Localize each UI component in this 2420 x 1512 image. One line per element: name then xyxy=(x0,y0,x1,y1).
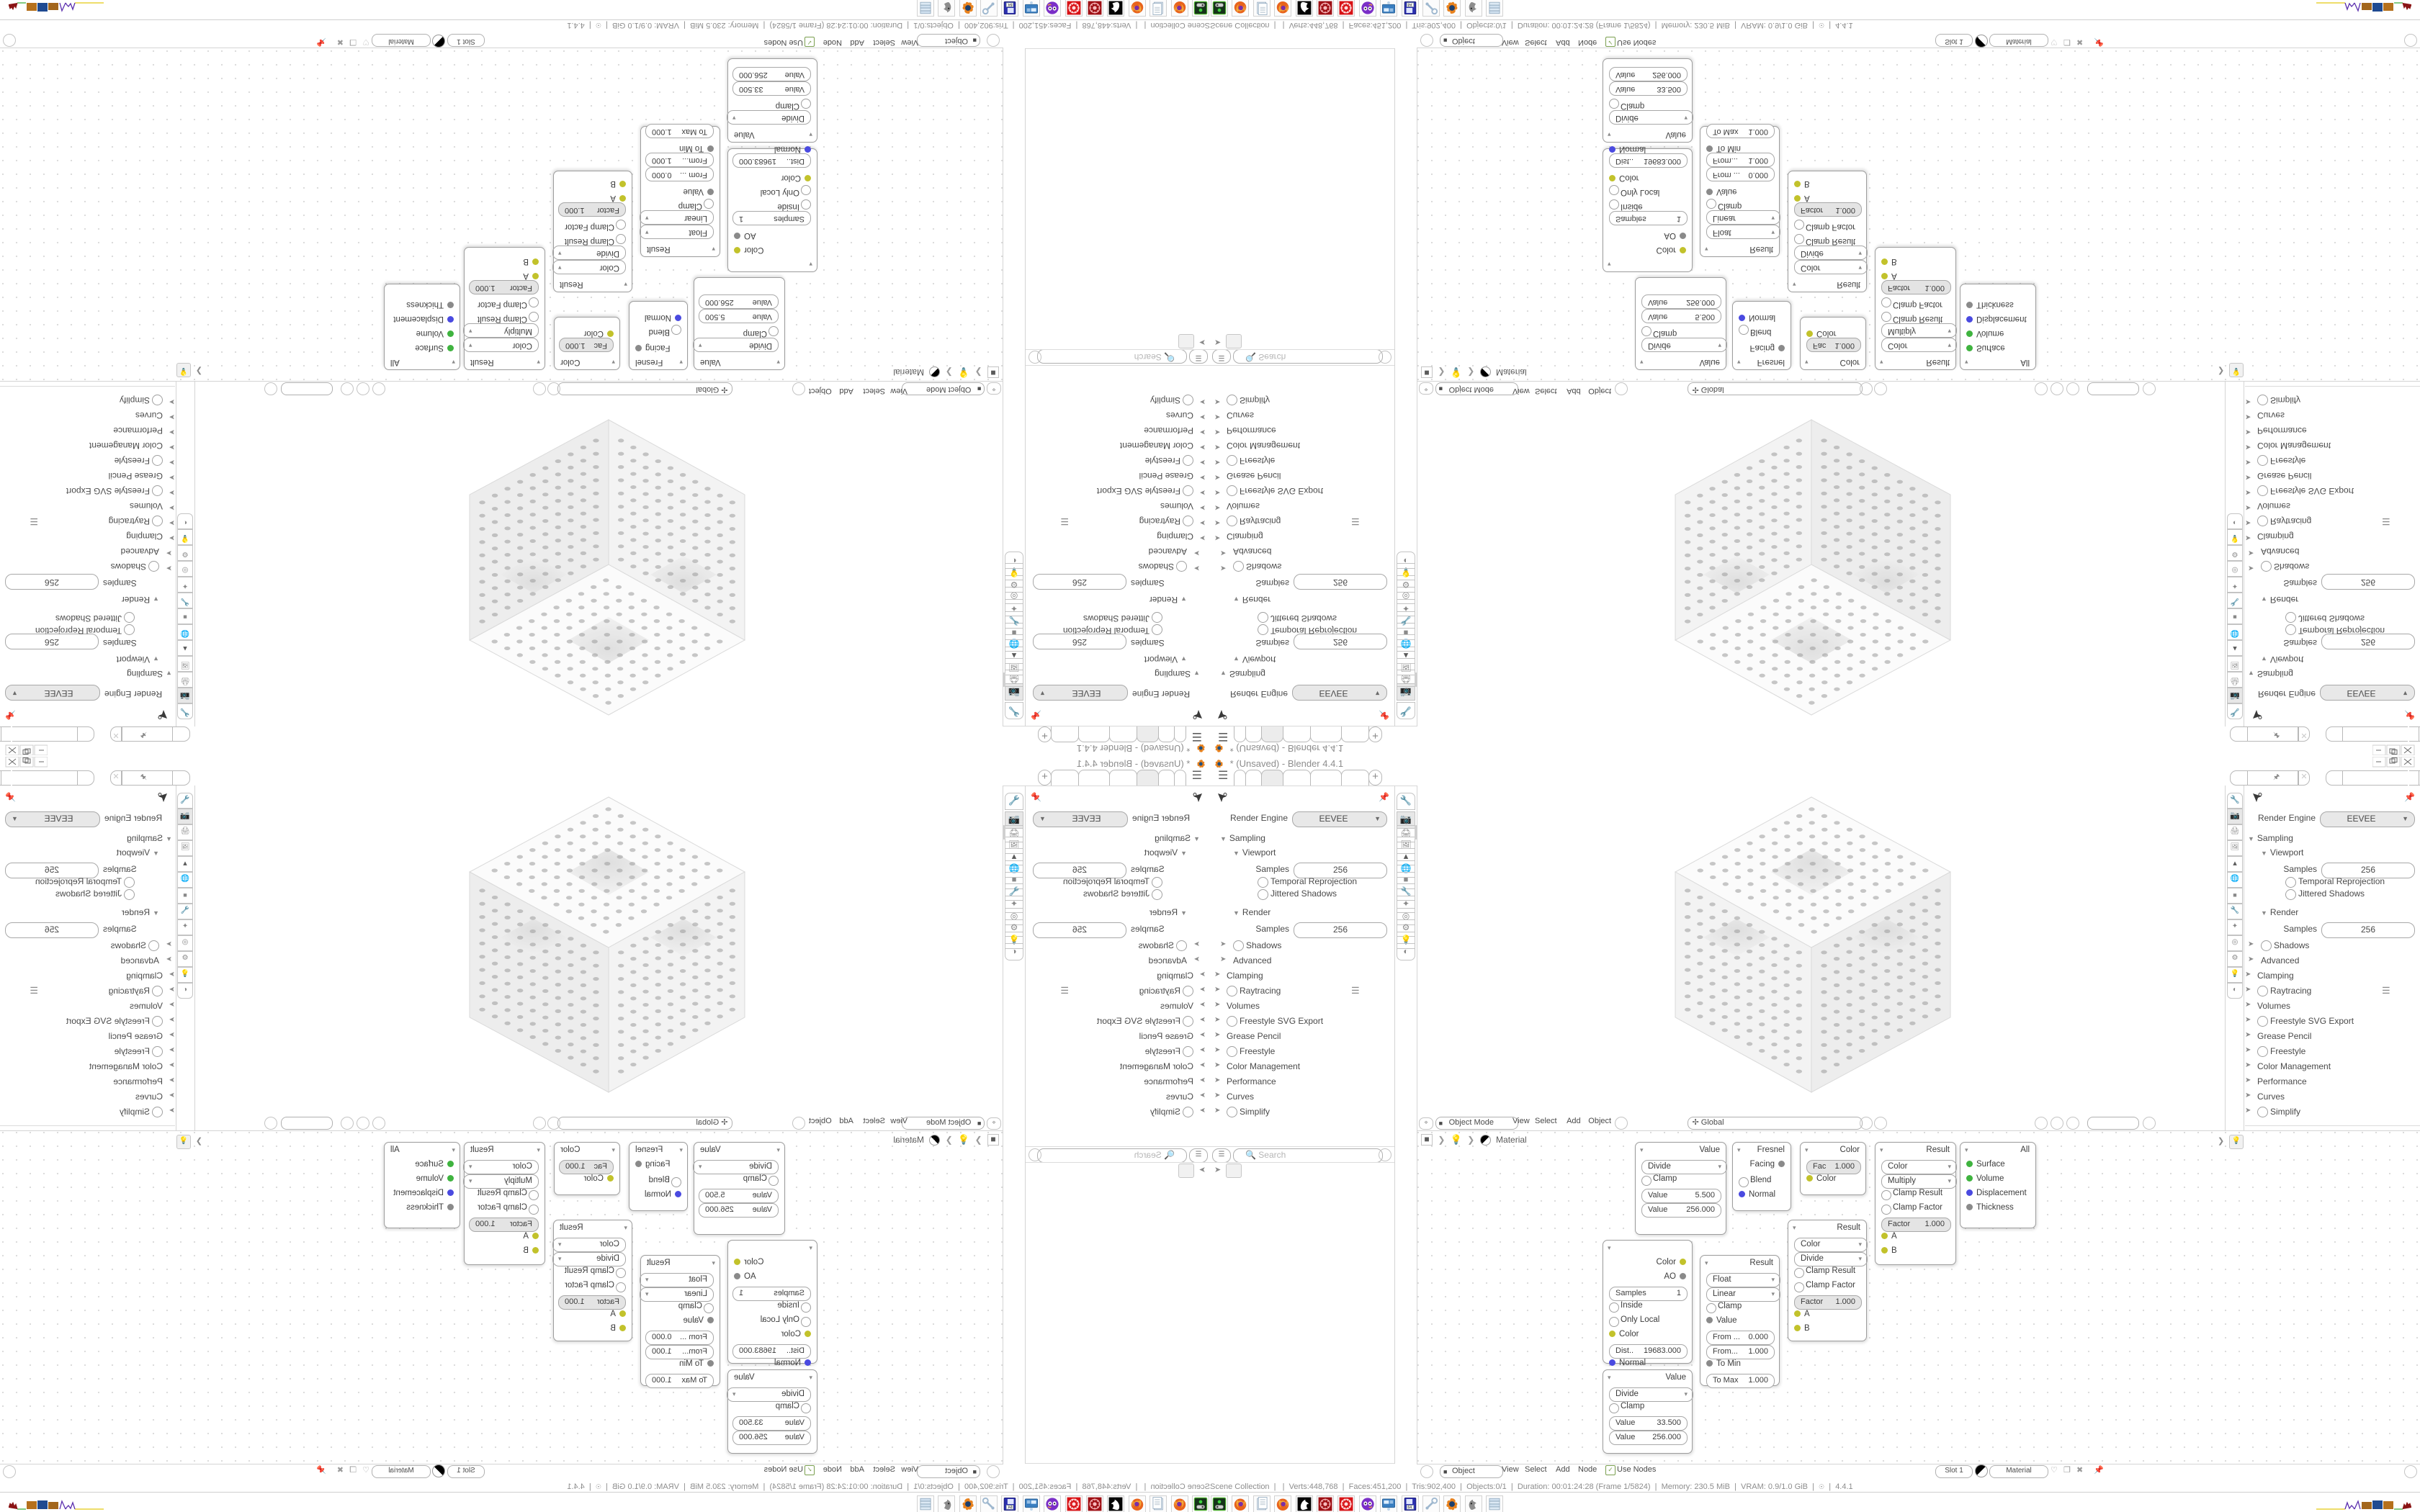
svg-text:64: 64 xyxy=(1407,2,1412,6)
svg-text:64: 64 xyxy=(1407,1506,1412,1510)
svg-text:64: 64 xyxy=(1008,2,1013,6)
svg-text:64: 64 xyxy=(1008,1506,1013,1510)
